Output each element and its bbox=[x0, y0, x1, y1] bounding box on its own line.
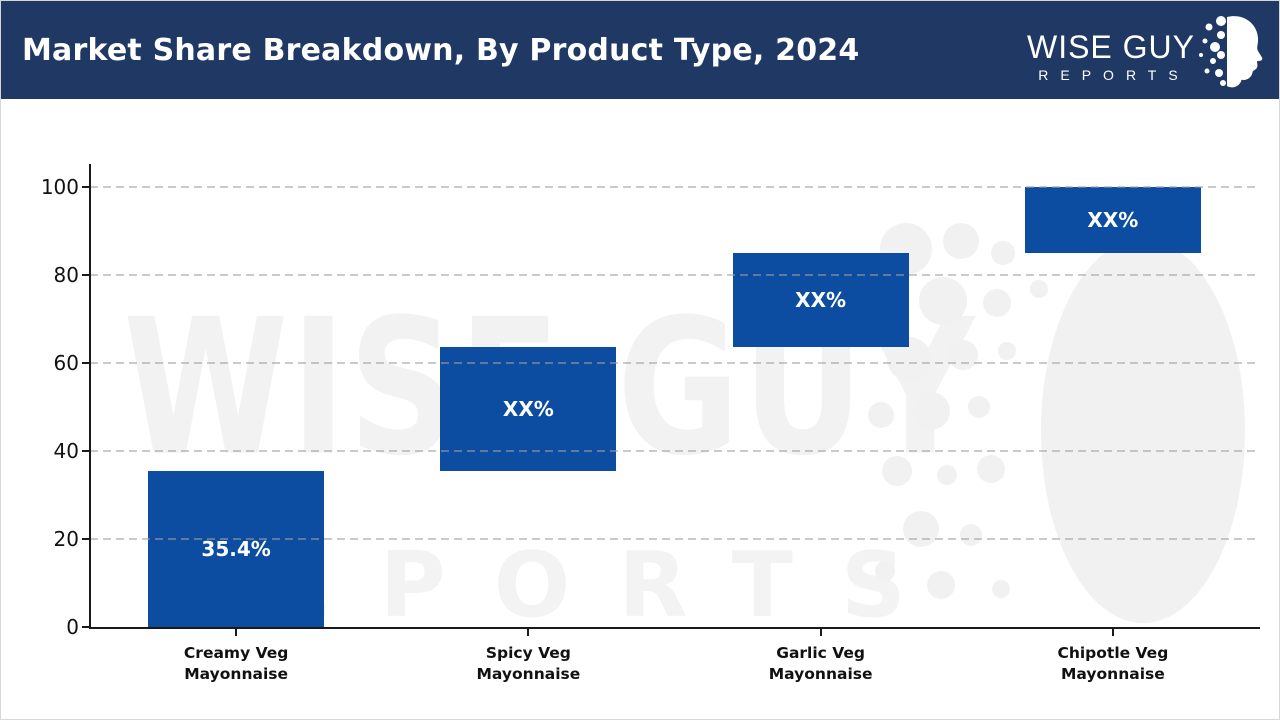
bar-value-label: XX% bbox=[795, 288, 847, 313]
plot-area: 35.4% Creamy Veg Mayonnaise XX% Spicy Veg M… bbox=[1, 99, 1279, 719]
category-label: Chipotle Veg Mayonnaise bbox=[1057, 644, 1169, 683]
y-tick-label: 100 bbox=[40, 175, 79, 199]
y-axis-spine bbox=[89, 164, 91, 629]
chart-canvas: WISE GUY REPORTS 35.4% Creamy Veg Mayonna… bbox=[1, 99, 1279, 719]
bar-value-label: 35.4% bbox=[201, 537, 271, 562]
logo-wordmark: WISE GUY bbox=[1026, 28, 1195, 65]
x-tick-mark bbox=[819, 629, 822, 636]
wiseguy-head-icon bbox=[1199, 16, 1263, 88]
bar-value-label: XX% bbox=[1087, 208, 1139, 232]
y-tick-label: 60 bbox=[53, 351, 79, 375]
x-tick-mark bbox=[527, 629, 530, 636]
gridline bbox=[90, 186, 1259, 188]
y-tick-mark bbox=[82, 186, 90, 188]
bar-value-label: XX% bbox=[502, 397, 554, 422]
bar: XX% bbox=[440, 347, 617, 472]
category-label: Creamy Veg Mayonnaise bbox=[183, 644, 289, 683]
gridline bbox=[90, 274, 1259, 276]
y-tick-label: 40 bbox=[53, 439, 79, 463]
x-axis-spine bbox=[89, 627, 1260, 629]
logo-text: WISE GUY REPORTS bbox=[1026, 28, 1195, 84]
page-title: Market Share Breakdown, By Product Type,… bbox=[22, 32, 860, 68]
category-label: Spicy Veg Mayonnaise bbox=[476, 644, 581, 683]
y-tick-mark bbox=[82, 274, 90, 276]
y-tick-label: 0 bbox=[66, 615, 79, 639]
logo-subtext: REPORTS bbox=[1038, 67, 1190, 84]
gridline bbox=[90, 538, 1259, 540]
y-tick-mark bbox=[82, 626, 90, 628]
x-tick-mark bbox=[1111, 629, 1114, 636]
bar: XX% bbox=[1024, 187, 1201, 253]
y-tick-mark bbox=[82, 362, 90, 364]
bar: XX% bbox=[732, 253, 909, 348]
y-tick-mark bbox=[82, 538, 90, 540]
wiseguy-logo: WISE GUY REPORTS bbox=[1027, 7, 1265, 93]
gridline bbox=[90, 450, 1259, 452]
x-tick-mark bbox=[235, 629, 238, 636]
y-tick-label: 80 bbox=[53, 263, 79, 287]
header: Market Share Breakdown, By Product Type,… bbox=[1, 1, 1279, 99]
bar: 35.4% bbox=[148, 471, 325, 627]
y-tick-mark bbox=[82, 450, 90, 452]
gridline bbox=[90, 362, 1259, 364]
category-label: Garlic Veg Mayonnaise bbox=[768, 644, 873, 683]
y-tick-label: 20 bbox=[53, 527, 79, 551]
